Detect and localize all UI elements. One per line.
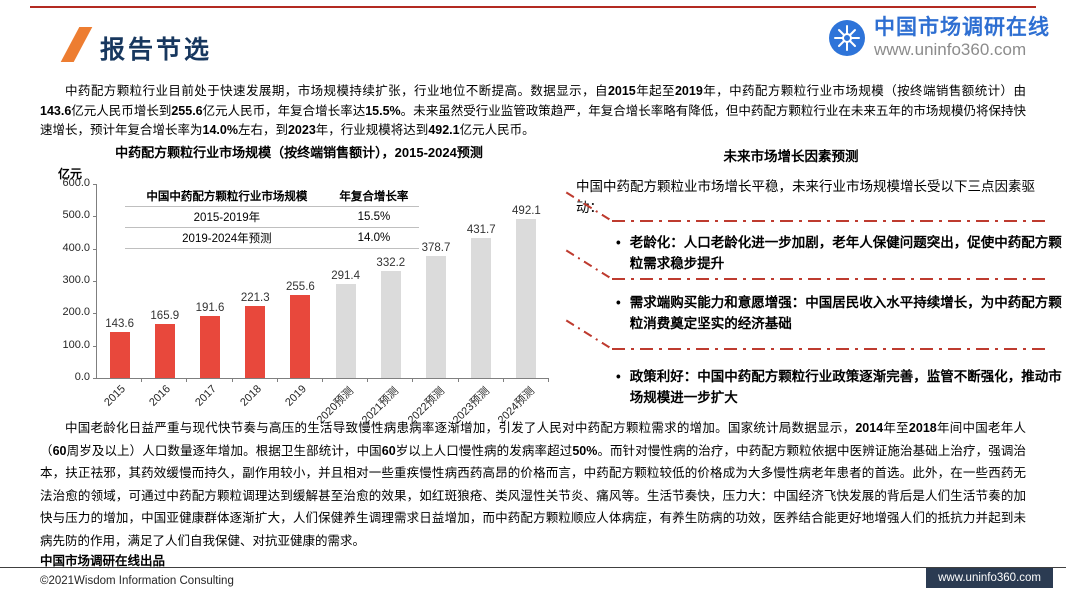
x-axis-label: 2015 xyxy=(102,383,129,409)
bar-forecast xyxy=(380,270,401,378)
panel-intro: 中国中药配方颗粒业市场增长平稳，未来行业市场规模增长受以下三点因素驱动： xyxy=(576,179,1035,215)
y-axis-label: 600.0 xyxy=(48,177,97,189)
analysis-paragraph: 中国老龄化日益严重与现代快节奏与高压的生活导致慢性病患病率逐渐增加，引发了人民对… xyxy=(40,421,1026,548)
bar-column: 291.4 2020预测 xyxy=(315,184,369,426)
bullet-icon: • xyxy=(616,235,621,250)
intro-paragraph: 中药配方颗粒行业目前处于快速发展期，市场规模持续扩张，行业地位不断提高。数据显示… xyxy=(40,84,1026,137)
bullet-icon: • xyxy=(616,369,621,384)
growth-factors-panel: 未来市场增长因素预测 中国中药配方颗粒业市场增长平稳，未来行业市场规模增长受以下… xyxy=(565,140,1062,415)
footer-site-link[interactable]: www.uninfo360.com xyxy=(926,568,1053,588)
bar-column: 191.6 2017 xyxy=(187,184,233,409)
producer-credit: 中国市场调研在线出品 xyxy=(40,554,166,568)
dashed-divider xyxy=(612,348,1050,350)
bar-actual xyxy=(109,331,130,378)
top-divider xyxy=(30,6,1036,8)
table-cell: 2019-2024年预测 xyxy=(125,227,329,249)
table-header-cell: 年复合增长率 xyxy=(328,186,419,207)
brand: 中国市场调研在线 www.uninfo360.com xyxy=(829,16,1050,60)
footer-divider xyxy=(0,567,1066,568)
bullet-item: • 老龄化：人口老龄化进一步加剧，老年人保健问题突出，促使中药配方颗粒需求稳步提… xyxy=(616,232,1064,274)
chart-title: 中药配方颗粒行业市场规模（按终端销售额计），2015-2024预测 xyxy=(115,145,483,160)
bar-forecast xyxy=(426,255,447,378)
brand-logo-icon xyxy=(829,19,865,56)
y-axis-label: 300.0 xyxy=(48,274,97,286)
plot-area: 600.0 500.0 400.0 300.0 200.0 100.0 0.0 143.6 2… xyxy=(62,177,550,426)
y-axis-label: 400.0 xyxy=(48,242,97,254)
brand-name: 中国市场调研在线 xyxy=(874,16,1050,39)
bar-column: 165.9 2016 xyxy=(142,184,188,409)
bar-value-label: 378.7 xyxy=(421,241,451,254)
y-axis-label: 100.0 xyxy=(48,339,97,351)
dashed-divider xyxy=(612,278,1050,280)
bullet-item: • 需求端购买能力和意愿增强：中国居民收入水平持续增长，为中药配方颗粒消费奠定坚… xyxy=(616,292,1064,334)
bar-column: 492.1 2024预测 xyxy=(496,184,550,426)
cagr-inset-table: 中国中药配方颗粒行业市场规模 年复合增长率 2015-2019年 15.5% 2… xyxy=(125,186,419,249)
bar-forecast xyxy=(471,238,492,378)
bar-column: 431.7 2023预测 xyxy=(450,184,504,426)
bar-value-label: 332.2 xyxy=(376,256,406,269)
bar-value-label: 165.9 xyxy=(150,310,180,323)
market-size-chart: 中药配方颗粒行业市场规模（按终端销售额计），2015-2024预测 亿元 600… xyxy=(40,140,558,426)
x-axis-label: 2019 xyxy=(283,383,309,409)
bullet-text: 需求端购买能力和意愿增强：中国居民收入水平持续增长，为中药配方颗粒消费奠定坚实的… xyxy=(629,295,1062,331)
x-axis-label: 2018 xyxy=(237,383,264,409)
y-axis-label: 200.0 xyxy=(48,306,97,318)
brand-url[interactable]: www.uninfo360.com xyxy=(874,40,1027,60)
table-cell: 15.5% xyxy=(328,206,419,228)
dashed-divider xyxy=(612,220,1050,222)
bar-column: 332.2 2021预测 xyxy=(360,184,414,426)
bar-value-label: 492.1 xyxy=(512,204,541,217)
table-row: 2019-2024年预测 14.0% xyxy=(125,227,419,249)
table-row: 中国中药配方颗粒行业市场规模 年复合增长率 xyxy=(125,186,419,207)
table-cell: 14.0% xyxy=(328,227,419,249)
bar-forecast xyxy=(335,283,356,378)
dashed-slant-icon xyxy=(565,319,613,350)
bar-forecast xyxy=(516,218,537,378)
bar-value-label: 291.4 xyxy=(331,269,360,282)
bar-column: 255.6 2019 xyxy=(278,184,324,409)
panel-title: 未来市场增长因素预测 xyxy=(723,149,859,164)
copyright-text: ©2021Wisdom Information Consulting xyxy=(40,575,234,587)
bar-columns: 143.6 2015 165.9 2016 191.6 2017 221.3 2018 255.… xyxy=(97,184,550,426)
bar-value-label: 191.6 xyxy=(195,302,225,314)
x-axis-label: 2017 xyxy=(192,383,219,409)
bullet-icon: • xyxy=(616,295,621,310)
bar-column: 143.6 2015 xyxy=(97,184,143,409)
y-axis-label: 0.0 xyxy=(48,371,97,383)
bar-actual xyxy=(290,295,311,378)
y-axis-unit-label: 亿元 xyxy=(58,167,83,181)
bar-actual xyxy=(245,306,266,378)
bar-actual xyxy=(200,316,220,378)
table-header-cell: 中国中药配方颗粒行业市场规模 xyxy=(125,186,329,207)
header-slash-icon xyxy=(60,27,93,62)
bar-column: 221.3 2018 xyxy=(233,184,278,409)
x-axis-label: 2016 xyxy=(147,383,174,409)
table-row: 2015-2019年 15.5% xyxy=(125,206,419,228)
bullet-text: 政策利好：中国中药配方颗粒行业政策逐渐完善，监管不断强化，推动市场规模进一步扩大 xyxy=(629,369,1062,405)
y-axis-label: 500.0 xyxy=(48,209,97,221)
bullet-text: 老龄化：人口老龄化进一步加剧，老年人保健问题突出，促使中药配方颗粒需求稳步提升 xyxy=(629,235,1062,271)
bullet-item: • 政策利好：中国中药配方颗粒行业政策逐渐完善，监管不断强化，推动市场规模进一步… xyxy=(616,366,1064,408)
bar-actual xyxy=(154,324,175,378)
table-cell: 2015-2019年 xyxy=(125,206,329,228)
bar-column: 378.7 2022预测 xyxy=(405,184,459,426)
bar-value-label: 143.6 xyxy=(105,317,134,330)
bar-value-label: 221.3 xyxy=(240,292,270,305)
page-title: 报告节选 xyxy=(100,36,213,64)
bar-value-label: 255.6 xyxy=(286,281,315,294)
dashed-slant-icon xyxy=(565,249,613,280)
bar-value-label: 431.7 xyxy=(466,224,496,237)
